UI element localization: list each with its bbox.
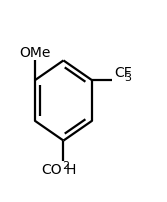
Text: H: H — [66, 162, 76, 176]
Text: CF: CF — [114, 65, 132, 79]
Text: 3: 3 — [124, 73, 131, 83]
Text: CO: CO — [41, 162, 62, 176]
Text: 2: 2 — [62, 160, 69, 170]
Text: OMe: OMe — [19, 45, 50, 59]
